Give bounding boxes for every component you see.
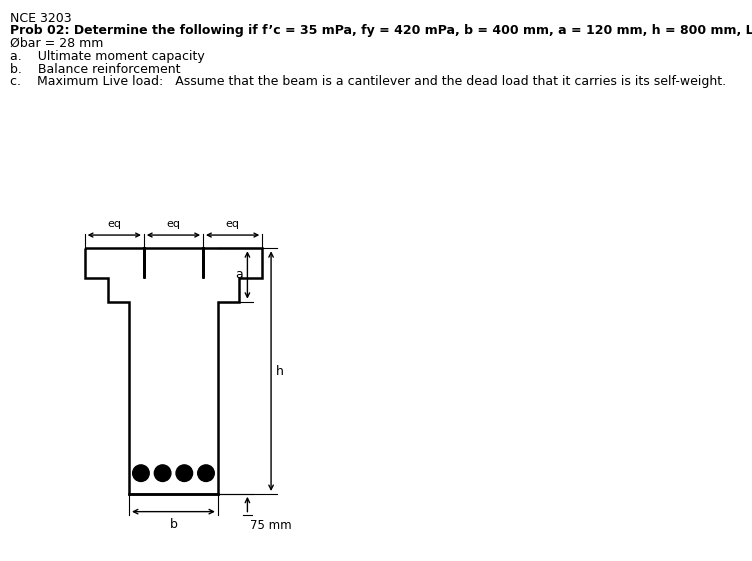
Circle shape [154,465,171,481]
Circle shape [132,465,149,481]
Text: b: b [169,518,177,531]
Text: 75 mm: 75 mm [250,519,292,532]
Text: Prob 02: Determine the following if f’c = 35 mPa, fy = 420 mPa, b = 400 mm, a = : Prob 02: Determine the following if f’c … [10,24,752,36]
Text: c.    Maximum Live load:   Assume that the beam is a cantilever and the dead loa: c. Maximum Live load: Assume that the be… [10,75,726,88]
Text: a: a [235,269,243,282]
Text: eq: eq [108,219,121,228]
Text: a.    Ultimate moment capacity: a. Ultimate moment capacity [10,50,205,63]
Circle shape [176,465,193,481]
Text: eq: eq [226,219,240,228]
Text: NCE 3203: NCE 3203 [10,12,71,25]
Circle shape [198,465,214,481]
Text: b.    Balance reinforcement: b. Balance reinforcement [10,63,180,76]
Text: eq: eq [166,219,180,228]
Text: h: h [275,365,284,378]
Text: Øbar = 28 mm: Øbar = 28 mm [10,37,103,50]
